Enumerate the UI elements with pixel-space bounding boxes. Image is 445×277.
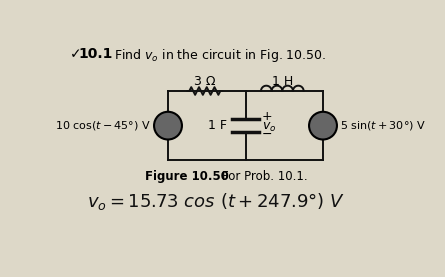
Text: 10 cos$(t - 45°)$ V: 10 cos$(t - 45°)$ V <box>55 119 151 132</box>
Text: ✓: ✓ <box>69 47 81 61</box>
Text: 1 F: 1 F <box>208 119 227 132</box>
Text: Find $v_o$ in the circuit in Fig. 10.50.: Find $v_o$ in the circuit in Fig. 10.50. <box>114 47 326 64</box>
Text: $v_o = 15.73\ \mathit{cos}\ (t + 247.9°)\ V$: $v_o = 15.73\ \mathit{cos}\ (t + 247.9°)… <box>87 191 344 212</box>
Circle shape <box>309 112 337 140</box>
Text: 5 sin$(t + 30°)$ V: 5 sin$(t + 30°)$ V <box>340 119 426 132</box>
Text: −: − <box>262 128 272 141</box>
Text: $v_o$: $v_o$ <box>262 120 276 134</box>
Text: 3 Ω: 3 Ω <box>194 75 215 88</box>
Text: 1 H: 1 H <box>272 75 293 88</box>
Text: +: + <box>262 110 272 123</box>
Text: Figure 10.50: Figure 10.50 <box>145 170 229 183</box>
Text: For Prob. 10.1.: For Prob. 10.1. <box>222 170 308 183</box>
Circle shape <box>154 112 182 140</box>
Text: 10.1: 10.1 <box>79 47 113 61</box>
